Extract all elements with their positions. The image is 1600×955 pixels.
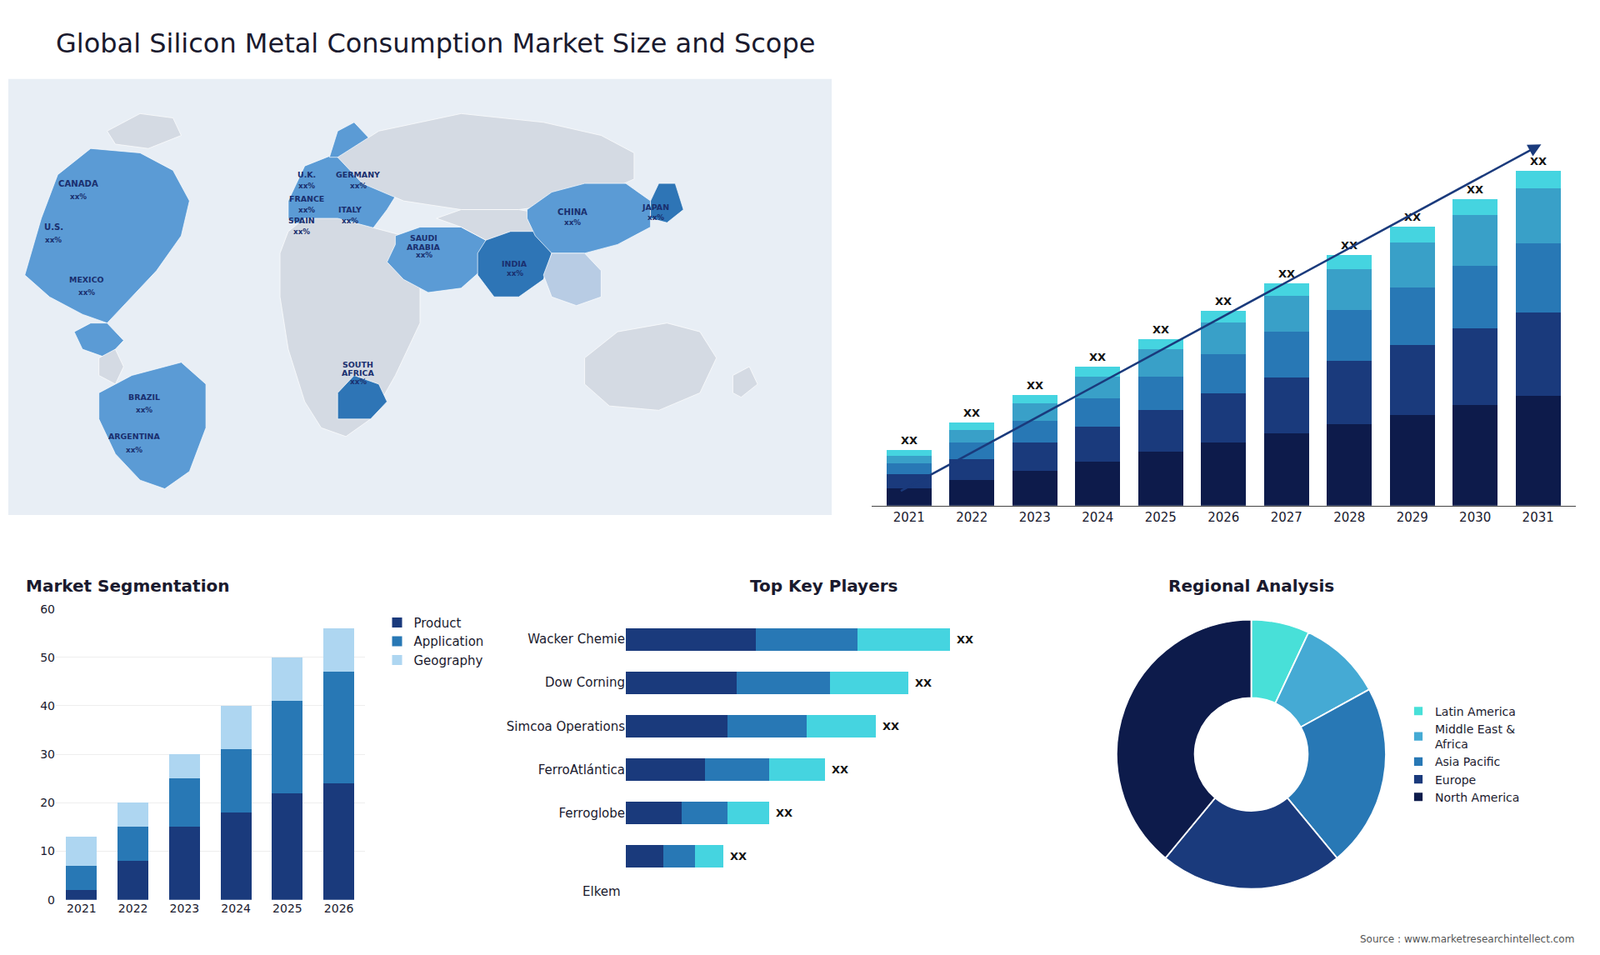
- svg-text:xx%: xx%: [350, 377, 367, 386]
- svg-text:20: 20: [40, 795, 55, 810]
- svg-text:Latin America: Latin America: [1435, 705, 1516, 719]
- svg-text:Product: Product: [414, 615, 462, 631]
- svg-text:SOUTH: SOUTH: [342, 360, 374, 370]
- svg-text:Global Silicon Metal Consumpti: Global Silicon Metal Consumption Market …: [55, 27, 815, 60]
- svg-text:XX: XX: [831, 763, 849, 776]
- svg-text:XX: XX: [730, 850, 747, 863]
- svg-text:xx%: xx%: [125, 445, 143, 455]
- svg-text:xx%: xx%: [506, 269, 524, 278]
- svg-text:Elkem: Elkem: [582, 884, 621, 900]
- svg-text:xx%: xx%: [45, 235, 62, 245]
- svg-text:GERMANY: GERMANY: [335, 170, 380, 180]
- svg-text:Wacker Chemie: Wacker Chemie: [527, 631, 625, 647]
- svg-text:AFRICA: AFRICA: [341, 368, 375, 378]
- svg-text:CHINA: CHINA: [557, 207, 588, 217]
- svg-text:40: 40: [40, 699, 55, 713]
- svg-text:Dow Corning: Dow Corning: [545, 675, 625, 690]
- svg-text:XX: XX: [956, 633, 974, 646]
- svg-text:ARABIA: ARABIA: [406, 242, 441, 252]
- svg-text:Source : www.marketresearchint: Source : www.marketresearchintellect.com: [1360, 933, 1575, 945]
- svg-text:MEXICO: MEXICO: [69, 275, 105, 285]
- svg-text:xx%: xx%: [298, 205, 315, 215]
- svg-text:2024: 2024: [220, 901, 251, 915]
- svg-text:FerroAtlántica: FerroAtlántica: [538, 762, 625, 778]
- svg-text:XX: XX: [775, 806, 793, 820]
- svg-text:North America: North America: [1435, 790, 1520, 805]
- svg-text:XX: XX: [1215, 295, 1232, 308]
- svg-text:BRAZIL: BRAZIL: [128, 392, 160, 402]
- svg-text:2027: 2027: [1270, 510, 1303, 525]
- svg-text:CANADA: CANADA: [58, 179, 99, 189]
- svg-text:xx%: xx%: [78, 288, 95, 297]
- svg-text:FRANCE: FRANCE: [289, 194, 325, 204]
- svg-text:2031: 2031: [1522, 510, 1555, 525]
- svg-text:XX: XX: [900, 434, 918, 447]
- svg-text:2029: 2029: [1396, 510, 1429, 525]
- svg-text:60: 60: [40, 602, 55, 616]
- svg-text:xx%: xx%: [298, 181, 315, 190]
- svg-text:10: 10: [40, 844, 55, 858]
- svg-text:Application: Application: [414, 634, 485, 650]
- svg-text:XX: XX: [882, 720, 900, 733]
- svg-text:Geography: Geography: [414, 653, 484, 669]
- svg-text:JAPAN: JAPAN: [641, 202, 670, 212]
- svg-text:Asia Pacific: Asia Pacific: [1435, 755, 1500, 769]
- svg-text:2030: 2030: [1459, 510, 1491, 525]
- svg-text:2028: 2028: [1333, 510, 1365, 525]
- svg-text:XX: XX: [1466, 183, 1484, 196]
- svg-text:XX: XX: [1340, 239, 1358, 252]
- svg-text:2023: 2023: [170, 901, 200, 915]
- svg-text:Europe: Europe: [1435, 773, 1476, 787]
- svg-text:xx%: xx%: [341, 216, 359, 225]
- svg-text:2023: 2023: [1019, 510, 1051, 525]
- svg-text:30: 30: [40, 747, 55, 761]
- svg-text:Regional Analysis: Regional Analysis: [1168, 575, 1335, 596]
- svg-text:Simcoa Operations: Simcoa Operations: [506, 719, 625, 735]
- svg-text:INDIA: INDIA: [501, 259, 528, 269]
- svg-text:ARGENTINA: ARGENTINA: [108, 431, 161, 441]
- svg-text:Middle East &Africa: Middle East &Africa: [1435, 722, 1515, 751]
- svg-text:XX: XX: [963, 406, 980, 420]
- svg-text:xx%: xx%: [70, 192, 87, 201]
- svg-text:xx%: xx%: [564, 218, 581, 227]
- svg-text:xx%: xx%: [415, 250, 433, 260]
- svg-text:XX: XX: [915, 676, 932, 690]
- svg-text:ITALY: ITALY: [338, 205, 362, 215]
- svg-text:Ferroglobe: Ferroglobe: [558, 805, 625, 821]
- svg-text:SPAIN: SPAIN: [288, 215, 315, 225]
- svg-text:2025: 2025: [1145, 510, 1177, 525]
- svg-text:XX: XX: [1278, 267, 1295, 280]
- svg-text:XX: XX: [1152, 323, 1170, 336]
- svg-text:2021: 2021: [66, 901, 97, 915]
- svg-text:XX: XX: [1404, 210, 1421, 224]
- svg-text:XX: XX: [1530, 155, 1547, 168]
- svg-text:U.K.: U.K.: [297, 170, 316, 180]
- svg-text:xx%: xx%: [293, 227, 310, 236]
- svg-text:Market Segmentation: Market Segmentation: [25, 575, 230, 596]
- svg-text:2025: 2025: [272, 901, 303, 915]
- svg-text:2026: 2026: [324, 901, 355, 915]
- svg-text:50: 50: [40, 650, 55, 665]
- svg-text:U.S.: U.S.: [44, 222, 64, 232]
- svg-text:2024: 2024: [1081, 510, 1114, 525]
- svg-text:XX: XX: [1026, 379, 1044, 392]
- svg-text:Top Key Players: Top Key Players: [750, 575, 898, 596]
- svg-text:2022: 2022: [118, 901, 149, 915]
- svg-text:XX: XX: [1089, 350, 1106, 364]
- svg-text:xx%: xx%: [135, 405, 153, 415]
- svg-text:SAUDI: SAUDI: [410, 233, 438, 243]
- svg-text:xx%: xx%: [647, 213, 665, 222]
- svg-text:xx%: xx%: [350, 181, 367, 190]
- svg-text:2026: 2026: [1207, 510, 1240, 525]
- svg-text:0: 0: [47, 893, 55, 907]
- svg-text:2022: 2022: [955, 510, 988, 525]
- svg-text:2021: 2021: [893, 510, 925, 525]
